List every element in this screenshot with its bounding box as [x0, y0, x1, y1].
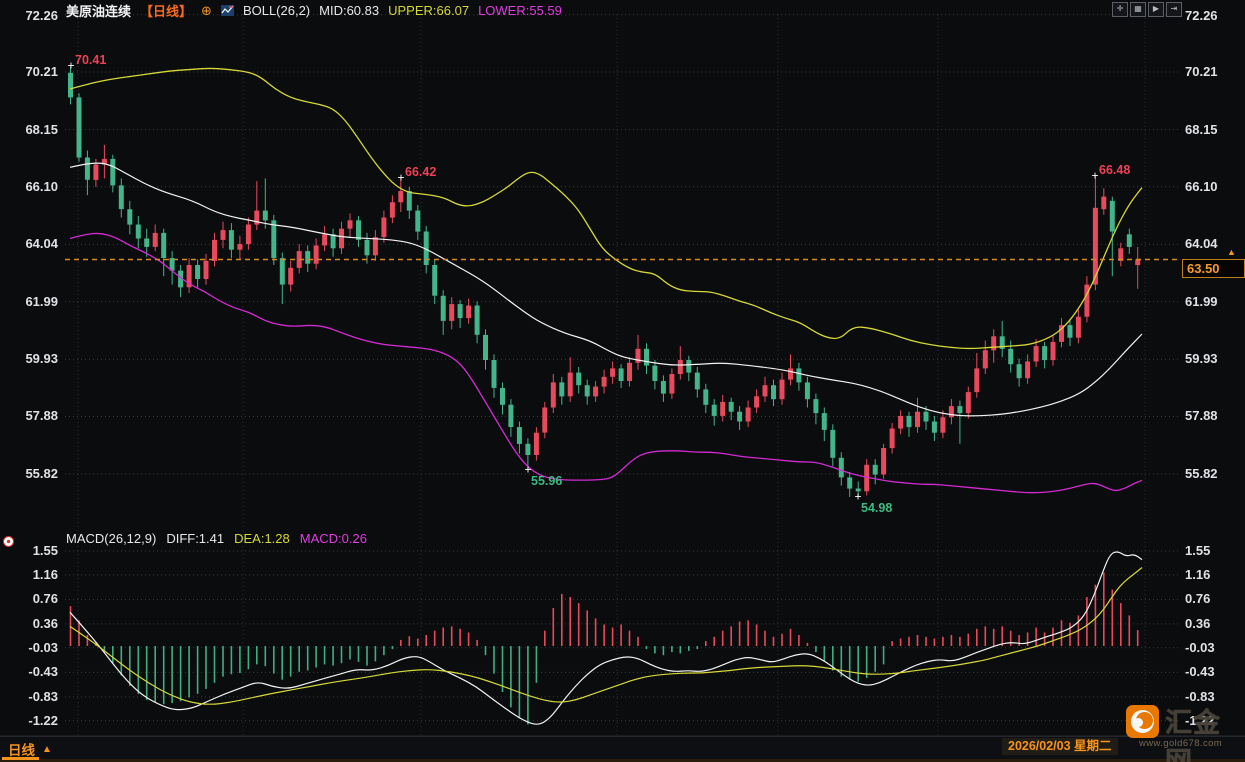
extreme-marker: +	[1091, 168, 1099, 183]
mini-chart-icon	[220, 4, 234, 17]
macd-axis-label-left: -1.22	[28, 713, 58, 728]
period-tab-daily[interactable]: 日线 ▲	[8, 739, 52, 759]
site-watermark: 汇金网 www.gold678.com	[1126, 701, 1245, 762]
price-axis-label-left: 68.15	[25, 122, 58, 137]
macd-axis-label-left: 0.36	[32, 616, 58, 631]
macd-axis-label-left: -0.43	[28, 664, 58, 679]
scale-tool-button[interactable]: ▦	[1130, 2, 1146, 17]
annotation-55.96: 55.96	[531, 474, 563, 488]
play-forward-button[interactable]: ▶	[1148, 2, 1164, 17]
macd-axis-label-right: 0.76	[1185, 591, 1211, 606]
price-axis-label-right: 57.88	[1185, 408, 1218, 423]
annotation-66.48: 66.48	[1099, 163, 1131, 177]
macd-axis-label-left: 1.55	[32, 543, 58, 558]
watermark-name: 汇金网	[1165, 708, 1221, 762]
boll-upper-value: UPPER:66.07	[388, 3, 470, 18]
indicator-record-icon[interactable]	[3, 536, 14, 547]
annotation-70.41: 70.41	[75, 53, 107, 67]
period-tab-underline	[2, 757, 39, 760]
price-axis-label-left: 57.88	[25, 408, 58, 423]
symbol-name: 美原油连续	[66, 4, 132, 19]
macd-axis-label-left: -0.83	[28, 689, 58, 704]
extreme-marker: +	[397, 170, 405, 185]
extreme-marker: +	[524, 462, 532, 477]
annotation-66.42: 66.42	[405, 165, 437, 179]
boll-lower-value: LOWER:55.59	[478, 3, 562, 18]
macd-axis-label-right: -0.83	[1185, 689, 1215, 704]
price-axis-label-right: 61.99	[1185, 294, 1218, 309]
boll-label: BOLL(26,2)	[242, 3, 311, 18]
macd-axis-label-right: 1.16	[1185, 567, 1211, 582]
boll-mid-value: MID:60.83	[319, 3, 380, 18]
annotation-54.98: 54.98	[861, 501, 893, 515]
price-axis-label-left: 70.21	[25, 64, 58, 79]
price-axis-label-right: 68.15	[1185, 122, 1218, 137]
price-axis-label-right: 70.21	[1185, 64, 1218, 79]
price-axis-label-left: 66.10	[25, 179, 58, 194]
price-axis-label-left: 55.82	[25, 466, 58, 481]
chart-header: 美原油连续 【日线】 ⊕ BOLL(26,2) MID:60.83 UPPER:…	[66, 1, 562, 20]
macd-label: MACD(26,12,9)	[66, 531, 157, 546]
price-axis-label-right: 55.82	[1185, 466, 1218, 481]
last-price-box: 63.50	[1182, 259, 1245, 278]
price-axis-label-right: 59.93	[1185, 351, 1218, 366]
macd-dea-value: DEA:1.28	[234, 531, 290, 546]
period-tab-label[interactable]: 日线	[8, 743, 35, 758]
macd-axis-label-left: 0.76	[32, 591, 58, 606]
shift-right-button[interactable]: ⇥	[1166, 2, 1182, 17]
bottom-accent-line	[0, 759, 1245, 762]
selected-date-box: 2026/02/03 星期二	[1002, 738, 1118, 755]
macd-axis-label-right: -0.43	[1185, 664, 1215, 679]
add-indicator-icon[interactable]: ⊕	[201, 2, 212, 18]
pan-tool-button[interactable]: ✛	[1112, 2, 1128, 17]
extreme-marker: +	[67, 58, 75, 73]
price-axis-label-right: 64.04	[1185, 236, 1218, 251]
macd-bar-value: MACD:0.26	[299, 531, 367, 546]
period-dropdown-icon[interactable]: ▲	[42, 743, 52, 755]
macd-header: MACD(26,12,9) DIFF:1.41 DEA:1.28 MACD:0.…	[66, 531, 367, 546]
macd-axis-label-left: 1.16	[32, 567, 58, 582]
period-tag[interactable]: 【日线】	[140, 4, 193, 19]
macd-axis-label-left: -0.03	[28, 640, 58, 655]
price-axis-label-left: 64.04	[25, 236, 58, 251]
price-axis-label-left: 72.26	[25, 8, 58, 23]
price-axis-label-right: 66.10	[1185, 179, 1218, 194]
watermark-url: www.gold678.com	[1139, 738, 1223, 749]
macd-diff-value: DIFF:1.41	[166, 531, 225, 546]
macd-axis-label-right: 1.55	[1185, 543, 1211, 558]
chart-toolbar: ✛ ▦ ▶ ⇥	[1112, 2, 1182, 17]
price-axis-label-left: 59.93	[25, 351, 58, 366]
price-axis-label-right: 72.26	[1185, 8, 1218, 23]
price-axis-label-left: 61.99	[25, 294, 58, 309]
price-up-arrow-icon: ▲	[1227, 247, 1236, 257]
macd-axis-label-right: 0.36	[1185, 616, 1211, 631]
macd-axis-label-right: -0.03	[1185, 640, 1215, 655]
macd-axis-label-right: -1.22	[1185, 713, 1215, 728]
extreme-marker: +	[854, 489, 862, 504]
huijin-logo-icon	[1126, 705, 1159, 738]
